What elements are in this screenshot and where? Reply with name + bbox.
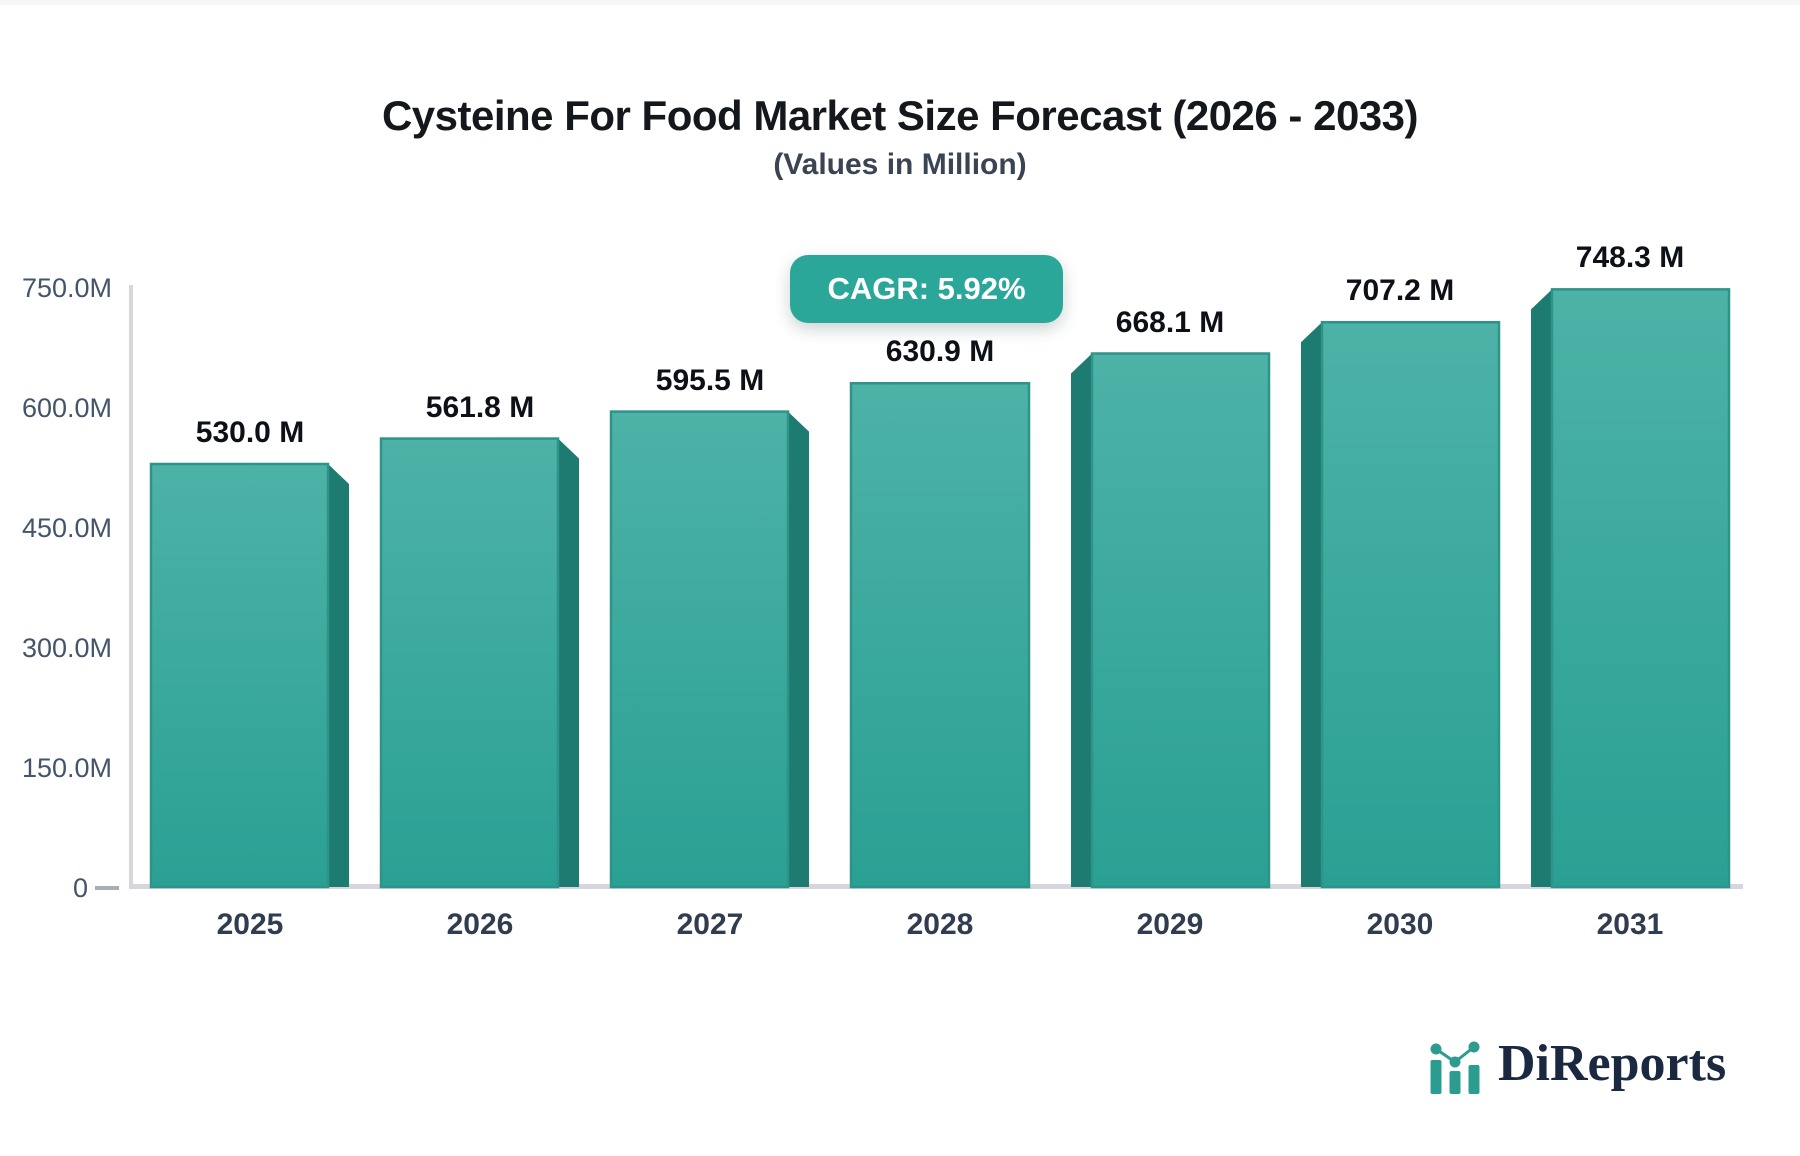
bar-2027[interactable]	[609, 410, 809, 889]
mini-bar-chart-trendline-icon	[1430, 1041, 1480, 1094]
bar-side-face	[788, 411, 809, 887]
bar-side-face	[1071, 353, 1092, 887]
y-axis-tick-label: 300.0M	[21, 633, 112, 663]
bar-2031[interactable]	[1531, 288, 1731, 889]
bar-side-face	[1301, 322, 1322, 887]
y-axis-tick-label: 750.0M	[21, 273, 112, 303]
bar-value-label: 561.8 M	[425, 390, 535, 424]
y-axis-tick-label: 600.0M	[21, 393, 112, 423]
logo-text: DiReports	[1498, 1035, 1727, 1092]
x-axis-label-2025: 2025	[216, 908, 284, 941]
bar-main-face	[1090, 352, 1271, 889]
y-axis-tick-label: 450.0M	[21, 513, 112, 543]
bar-2030[interactable]	[1301, 320, 1501, 889]
cagr-badge: CAGR: 5.92%	[790, 255, 1063, 323]
bar-main-face	[849, 382, 1031, 889]
bar-main-face	[1550, 288, 1731, 889]
bar-main-face	[609, 410, 790, 889]
bar-2028[interactable]	[849, 382, 1031, 889]
bar-value-label: 630.9 M	[885, 335, 995, 369]
bar-value-label: 530.0 M	[195, 416, 305, 449]
bar-value-label: 668.1 M	[1115, 305, 1225, 339]
x-axis-label-2031: 2031	[1596, 908, 1664, 941]
bar-2029[interactable]	[1071, 352, 1271, 889]
chart-subtitle: (Values in Million)	[773, 148, 1027, 181]
x-axis-label-2028: 2028	[906, 908, 974, 941]
chart-title: Cysteine For Food Market Size Forecast (…	[381, 92, 1419, 139]
bar-main-face	[379, 437, 560, 889]
bar-side-face	[328, 464, 349, 887]
bar-main-face	[1320, 320, 1501, 889]
y-axis-zero-tick	[95, 886, 119, 890]
bar-2025[interactable]	[149, 462, 349, 889]
y-axis-tick-label: 0	[72, 873, 88, 903]
x-axis-label-2030: 2030	[1366, 908, 1434, 941]
x-axis-label-2029: 2029	[1136, 908, 1204, 941]
bar-side-face	[1531, 289, 1552, 887]
direports-logo[interactable]: DiReports	[1428, 1034, 1773, 1104]
bar-2026[interactable]	[379, 437, 579, 889]
x-axis-label-2027: 2027	[676, 908, 744, 941]
y-axis-tick-label: 150.0M	[21, 753, 112, 783]
bar-side-face	[558, 438, 579, 887]
x-axis-label-2026: 2026	[446, 908, 514, 941]
top-edge-strip	[0, 0, 1800, 5]
bar-main-face	[149, 462, 330, 889]
y-axis-line	[129, 285, 133, 888]
bar-value-label: 595.5 M	[655, 363, 765, 397]
bar-value-label: 748.3 M	[1575, 241, 1685, 275]
bar-value-label: 707.2 M	[1345, 274, 1455, 308]
